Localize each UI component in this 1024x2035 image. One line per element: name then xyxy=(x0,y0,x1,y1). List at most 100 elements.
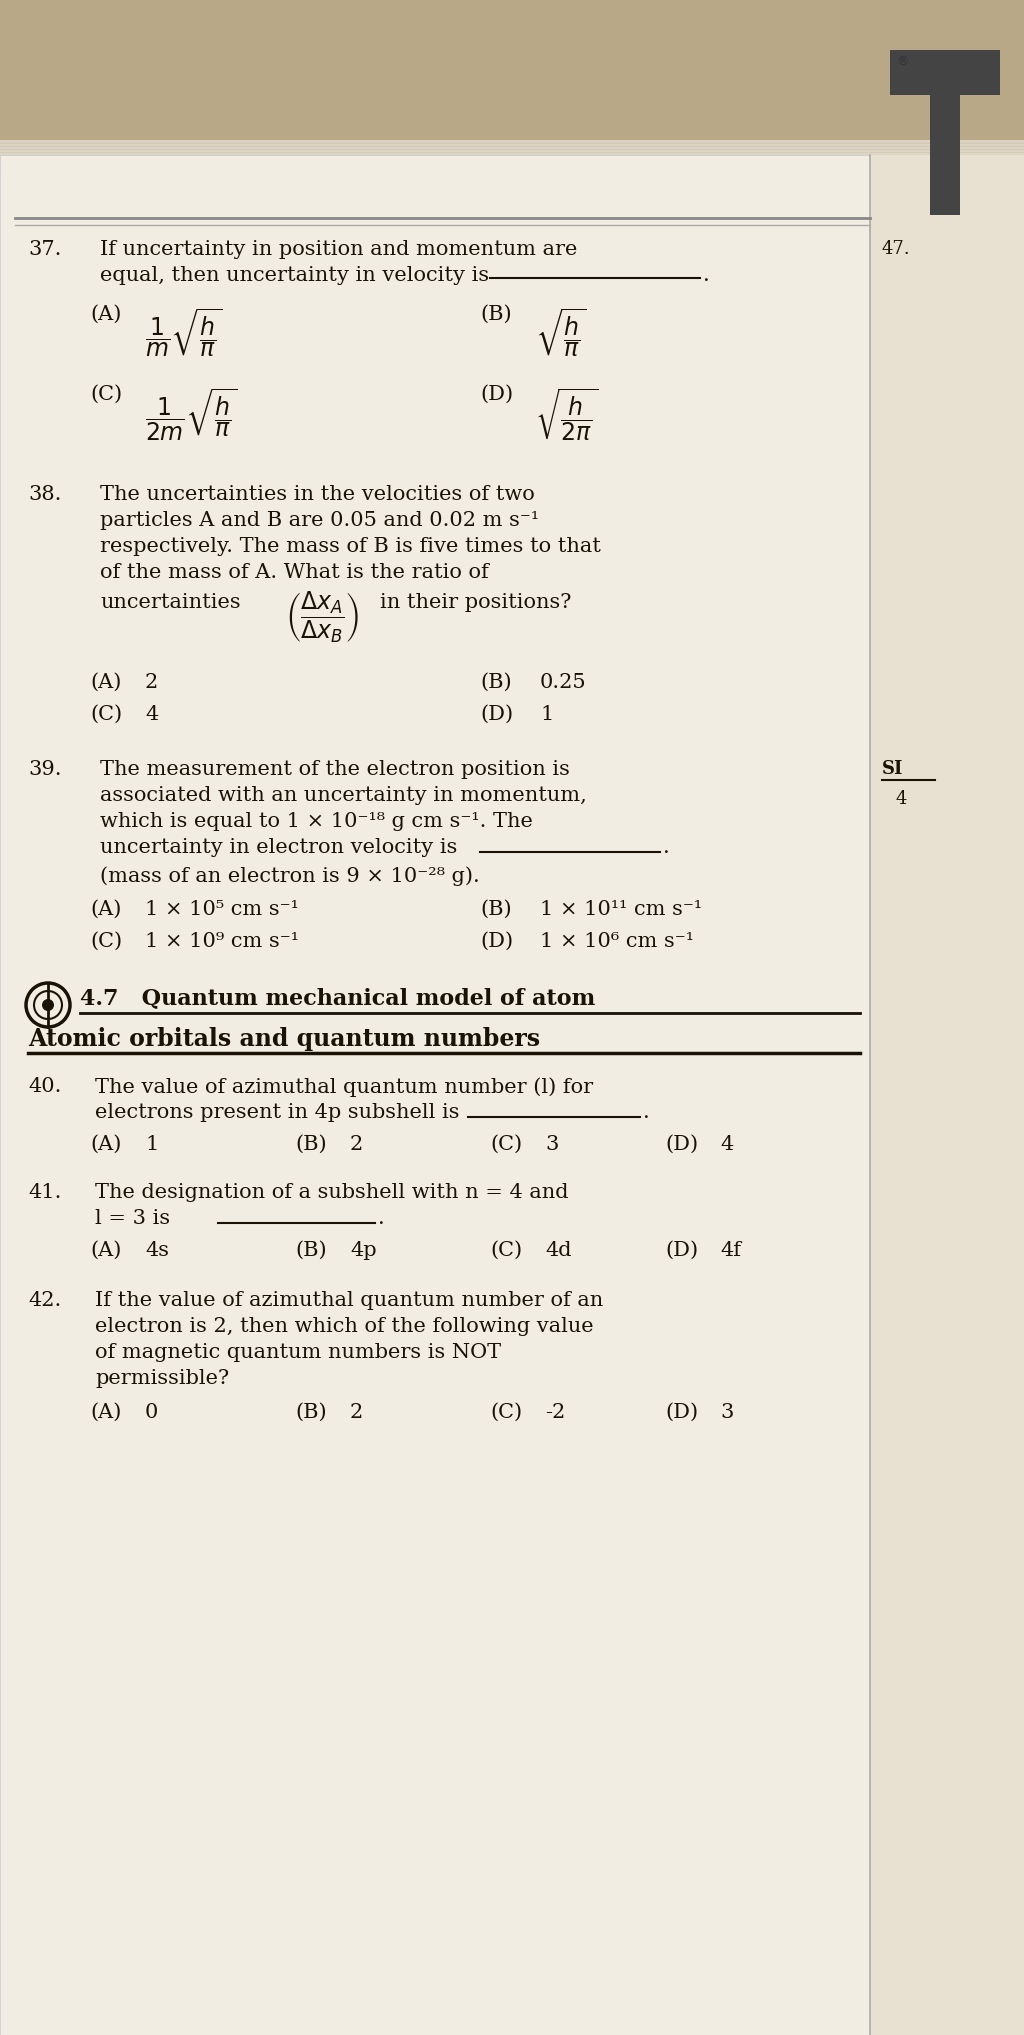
Text: If the value of azimuthal quantum number of an: If the value of azimuthal quantum number… xyxy=(95,1290,603,1311)
FancyBboxPatch shape xyxy=(0,0,1024,140)
Text: 39.: 39. xyxy=(28,759,61,779)
Text: 38.: 38. xyxy=(28,484,61,505)
Text: (B): (B) xyxy=(295,1402,327,1422)
FancyBboxPatch shape xyxy=(0,155,1024,159)
Text: .: . xyxy=(643,1103,650,1121)
Text: electrons present in 4p subshell is: electrons present in 4p subshell is xyxy=(95,1103,460,1121)
Text: (D): (D) xyxy=(665,1402,698,1422)
Text: $\sqrt{\dfrac{h}{2\pi}}$: $\sqrt{\dfrac{h}{2\pi}}$ xyxy=(535,387,598,444)
FancyBboxPatch shape xyxy=(0,155,870,2035)
FancyBboxPatch shape xyxy=(870,155,1024,2035)
Text: 1: 1 xyxy=(540,704,553,724)
Text: 1 × 10¹¹ cm s⁻¹: 1 × 10¹¹ cm s⁻¹ xyxy=(540,899,702,920)
Text: 47.: 47. xyxy=(882,240,910,258)
Text: 37.: 37. xyxy=(28,240,61,258)
Text: (D): (D) xyxy=(480,704,513,724)
Text: in their positions?: in their positions? xyxy=(380,592,571,613)
Text: .: . xyxy=(663,838,670,857)
FancyBboxPatch shape xyxy=(0,181,1024,185)
Text: If uncertainty in position and momentum are: If uncertainty in position and momentum … xyxy=(100,240,578,258)
Text: respectively. The mass of B is five times to that: respectively. The mass of B is five time… xyxy=(100,537,601,556)
Text: permissible?: permissible? xyxy=(95,1370,229,1388)
Text: (D): (D) xyxy=(665,1241,698,1260)
Text: (B): (B) xyxy=(480,674,512,692)
Text: 2: 2 xyxy=(145,674,159,692)
Text: (C): (C) xyxy=(490,1241,522,1260)
Text: 0: 0 xyxy=(145,1402,159,1422)
Text: (B): (B) xyxy=(480,899,512,920)
Text: .: . xyxy=(378,1209,385,1227)
Text: 40.: 40. xyxy=(28,1077,61,1097)
FancyBboxPatch shape xyxy=(0,140,1024,144)
FancyBboxPatch shape xyxy=(0,171,1024,175)
Text: (C): (C) xyxy=(90,385,122,405)
Text: of the mass of A. What is the ratio of: of the mass of A. What is the ratio of xyxy=(100,564,488,582)
FancyBboxPatch shape xyxy=(0,142,1024,147)
Text: 42.: 42. xyxy=(28,1290,61,1311)
Text: (D): (D) xyxy=(665,1136,698,1154)
FancyBboxPatch shape xyxy=(0,165,1024,169)
Text: (B): (B) xyxy=(295,1136,327,1154)
Circle shape xyxy=(42,999,54,1011)
FancyBboxPatch shape xyxy=(0,153,1024,157)
Text: (D): (D) xyxy=(480,932,513,950)
Text: (A): (A) xyxy=(90,674,122,692)
Text: ®: ® xyxy=(896,55,908,67)
Text: 2: 2 xyxy=(350,1402,364,1422)
Text: -2: -2 xyxy=(545,1402,565,1422)
Text: 3: 3 xyxy=(545,1136,558,1154)
Text: 41.: 41. xyxy=(28,1182,61,1203)
Text: 1: 1 xyxy=(145,1136,159,1154)
Text: 4d: 4d xyxy=(545,1241,571,1260)
Text: 4.7   Quantum mechanical model of atom: 4.7 Quantum mechanical model of atom xyxy=(80,987,595,1009)
Text: 3: 3 xyxy=(720,1402,733,1422)
Text: 1 × 10⁹ cm s⁻¹: 1 × 10⁹ cm s⁻¹ xyxy=(145,932,299,950)
Text: (A): (A) xyxy=(90,1136,122,1154)
Text: 2: 2 xyxy=(350,1136,364,1154)
FancyBboxPatch shape xyxy=(0,175,1024,179)
Text: uncertainties: uncertainties xyxy=(100,592,241,613)
Text: 4s: 4s xyxy=(145,1241,169,1260)
FancyBboxPatch shape xyxy=(0,167,1024,171)
Text: (C): (C) xyxy=(490,1136,522,1154)
Text: The designation of a subshell with n = 4 and: The designation of a subshell with n = 4… xyxy=(95,1182,568,1203)
Text: 4p: 4p xyxy=(350,1241,377,1260)
Text: particles A and B are 0.05 and 0.02 m s⁻¹: particles A and B are 0.05 and 0.02 m s⁻… xyxy=(100,511,539,529)
Text: .: . xyxy=(703,267,710,285)
Text: (A): (A) xyxy=(90,899,122,920)
Text: (mass of an electron is 9 × 10⁻²⁸ g).: (mass of an electron is 9 × 10⁻²⁸ g). xyxy=(100,867,480,885)
FancyBboxPatch shape xyxy=(0,147,1024,151)
Text: Atomic orbitals and quantum numbers: Atomic orbitals and quantum numbers xyxy=(28,1028,540,1050)
Text: The value of azimuthal quantum number (l) for: The value of azimuthal quantum number (l… xyxy=(95,1077,593,1097)
Text: (A): (A) xyxy=(90,305,122,324)
Text: (D): (D) xyxy=(480,385,513,405)
FancyBboxPatch shape xyxy=(0,179,1024,183)
Text: (C): (C) xyxy=(90,932,122,950)
Text: 0.25: 0.25 xyxy=(540,674,587,692)
Text: uncertainty in electron velocity is: uncertainty in electron velocity is xyxy=(100,838,458,857)
Text: of magnetic quantum numbers is NOT: of magnetic quantum numbers is NOT xyxy=(95,1343,501,1361)
Text: (C): (C) xyxy=(490,1402,522,1422)
Text: $\dfrac{1}{2m}\sqrt{\dfrac{h}{\pi}}$: $\dfrac{1}{2m}\sqrt{\dfrac{h}{\pi}}$ xyxy=(145,387,238,444)
FancyBboxPatch shape xyxy=(0,159,1024,163)
Text: 4: 4 xyxy=(720,1136,733,1154)
Text: 4: 4 xyxy=(895,790,906,808)
Text: (A): (A) xyxy=(90,1402,122,1422)
Text: (C): (C) xyxy=(90,704,122,724)
FancyBboxPatch shape xyxy=(930,96,961,216)
FancyBboxPatch shape xyxy=(0,149,1024,153)
Text: 1 × 10⁶ cm s⁻¹: 1 × 10⁶ cm s⁻¹ xyxy=(540,932,694,950)
Text: 4: 4 xyxy=(145,704,159,724)
FancyBboxPatch shape xyxy=(890,51,1000,96)
Text: 1 × 10⁵ cm s⁻¹: 1 × 10⁵ cm s⁻¹ xyxy=(145,899,299,920)
Text: $\sqrt{\dfrac{h}{\pi}}$: $\sqrt{\dfrac{h}{\pi}}$ xyxy=(535,307,587,360)
Text: $\dfrac{1}{m}\sqrt{\dfrac{h}{\pi}}$: $\dfrac{1}{m}\sqrt{\dfrac{h}{\pi}}$ xyxy=(145,307,222,360)
FancyBboxPatch shape xyxy=(0,161,1024,165)
Text: $\left(\dfrac{\Delta x_A}{\Delta x_B}\right)$: $\left(\dfrac{\Delta x_A}{\Delta x_B}\ri… xyxy=(285,588,359,645)
Text: SI: SI xyxy=(882,759,903,777)
Text: equal, then uncertainty in velocity is: equal, then uncertainty in velocity is xyxy=(100,267,489,285)
Text: (B): (B) xyxy=(480,305,512,324)
Text: which is equal to 1 × 10⁻¹⁸ g cm s⁻¹. The: which is equal to 1 × 10⁻¹⁸ g cm s⁻¹. Th… xyxy=(100,812,532,830)
Text: (B): (B) xyxy=(295,1241,327,1260)
Text: 4f: 4f xyxy=(720,1241,741,1260)
